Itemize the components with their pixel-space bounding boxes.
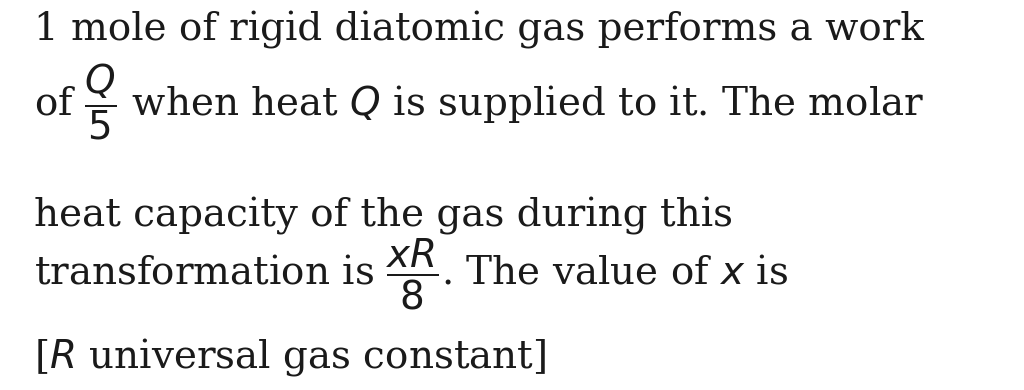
Text: [$R$ universal gas constant]: [$R$ universal gas constant] xyxy=(34,336,547,378)
Text: of $\dfrac{Q}{5}$ when heat $Q$ is supplied to it. The molar: of $\dfrac{Q}{5}$ when heat $Q$ is suppl… xyxy=(34,62,925,142)
Text: 1 mole of rigid diatomic gas performs a work: 1 mole of rigid diatomic gas performs a … xyxy=(34,11,924,48)
Text: transformation is $\dfrac{xR}{8}$. The value of $x$ is: transformation is $\dfrac{xR}{8}$. The v… xyxy=(34,237,788,312)
Text: heat capacity of the gas during this: heat capacity of the gas during this xyxy=(34,197,733,235)
